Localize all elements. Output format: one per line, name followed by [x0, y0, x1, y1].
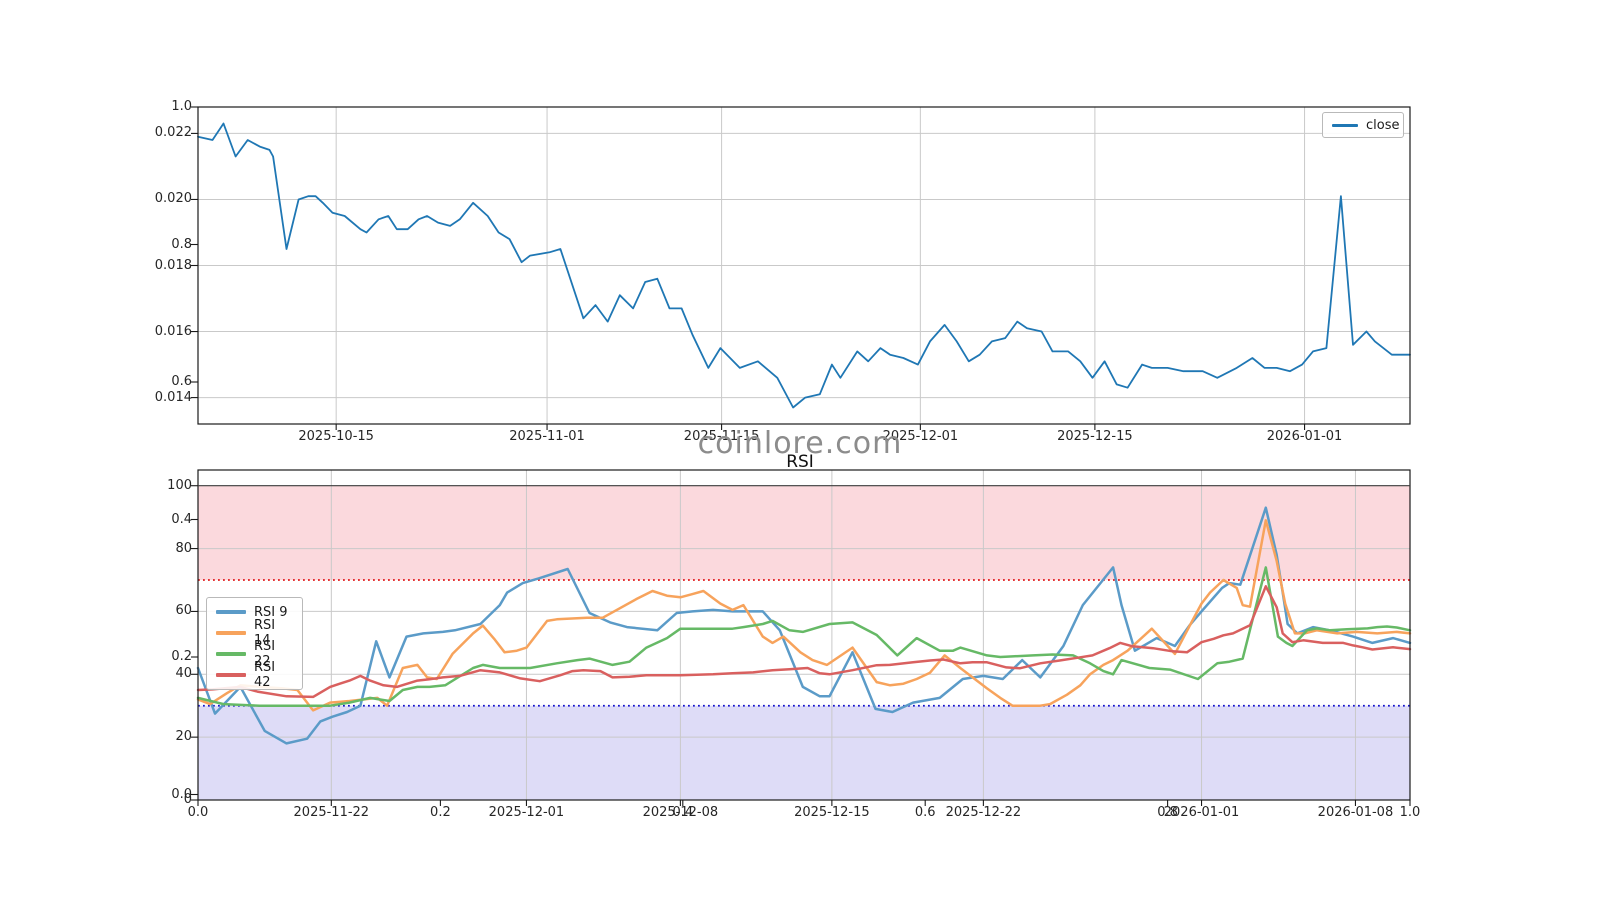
price-x-tick-label: 2025-12-01 — [882, 429, 959, 444]
price-x-tick-label: 2025-10-15 — [298, 429, 374, 444]
overlay-y-tick-label: 0.6 — [171, 374, 192, 389]
rsi-x-tick-label: 2025-12-22 — [945, 805, 1022, 820]
overlay-x-tick-label: 0.2 — [430, 805, 451, 820]
price-x-tick-label: 2025-11-01 — [509, 429, 585, 444]
legend-rsi-42-label: RSI 42 — [254, 660, 276, 690]
close-line — [197, 122, 1411, 409]
rsi-y-tick-label: 20 — [175, 729, 192, 745]
overlay-x-tick-label: 0.4 — [672, 805, 694, 820]
rsi-y-tick-label: 80 — [175, 540, 192, 556]
rsi-x-tick-label: 2025-12-01 — [488, 805, 565, 820]
legend-item-rsi-22: RSI 22 — [216, 639, 293, 669]
overlay-x-tick-label: 0.0 — [187, 805, 209, 820]
legend-item-rsi-9: RSI 9 — [216, 604, 293, 620]
rsi-x-tick-label: 2026-01-01 — [1163, 805, 1240, 820]
overbought-band — [198, 485, 1410, 580]
legend-rsi: RSI 9 RSI 14 RSI 22 RSI 42 — [206, 597, 303, 690]
rsi-9-line — [196, 506, 1412, 745]
overlay-y-tick-label: 0.0 — [171, 786, 192, 802]
rsi-y-tick-label: 60 — [175, 603, 192, 619]
rsi-x-tick-label: 2025-11-22 — [293, 805, 370, 820]
rsi-y-tick-label: 100 — [167, 477, 192, 493]
overlay-y-tick-label: 1.0 — [171, 99, 192, 114]
legend-close: close — [1322, 112, 1404, 138]
rsi-14-line-sample-icon — [216, 631, 246, 635]
rsi-x-tick-label: 2025-12-15 — [794, 805, 870, 820]
legend-rsi-9-label: RSI 9 — [254, 604, 288, 620]
overlay-y-tick-label: 0.2 — [171, 649, 192, 664]
rsi-22-line-sample-icon — [216, 652, 246, 656]
legend-item-rsi-42: RSI 42 — [216, 660, 293, 690]
legend-rsi-14-label: RSI 14 — [254, 618, 276, 648]
price-x-tick-label: 2025-11-15 — [683, 429, 760, 444]
overlay-x-tick-label: 1.0 — [1399, 805, 1421, 820]
rsi-9-line-sample-icon — [216, 610, 246, 614]
overlay-x-tick-label: 0.8 — [1157, 805, 1178, 820]
legend-rsi-22-label: RSI 22 — [254, 639, 276, 669]
rsi-panel-title: RSI — [786, 452, 814, 472]
legend-close-label: close — [1366, 117, 1400, 133]
watermark: coinlore.com — [697, 426, 903, 461]
price-y-tick-label: 0.020 — [154, 191, 192, 207]
price-y-tick-label: 0.016 — [154, 323, 192, 339]
rsi-panel-border — [197, 469, 1411, 801]
close-line-sample-icon — [1332, 123, 1358, 127]
rsi-14-line — [196, 519, 1412, 712]
overlay-x-tick-label: 0.6 — [914, 805, 936, 820]
oversold-band — [198, 705, 1410, 800]
rsi-42-line-sample-icon — [216, 673, 246, 677]
rsi-42-line — [196, 585, 1412, 699]
legend-item-rsi-14: RSI 14 — [216, 618, 293, 648]
price-x-tick-label: 2025-12-15 — [1057, 429, 1133, 444]
price-y-tick-label: 0.018 — [154, 257, 192, 273]
overlay-y-tick-label: 0.4 — [171, 511, 192, 527]
rsi-x-tick-label: 2025-12-08 — [642, 805, 719, 820]
price-y-tick-label: 0.014 — [154, 389, 192, 405]
rsi-x-tick-label: 2026-01-08 — [1317, 805, 1394, 820]
price-x-tick-label: 2026-01-01 — [1266, 429, 1343, 444]
price-y-tick-label: 0.022 — [154, 125, 192, 141]
rsi-y-tick-label: 40 — [175, 666, 192, 682]
rsi-y-tick-label: 0 — [183, 792, 192, 807]
overlay-y-tick-label: 0.8 — [171, 236, 192, 252]
